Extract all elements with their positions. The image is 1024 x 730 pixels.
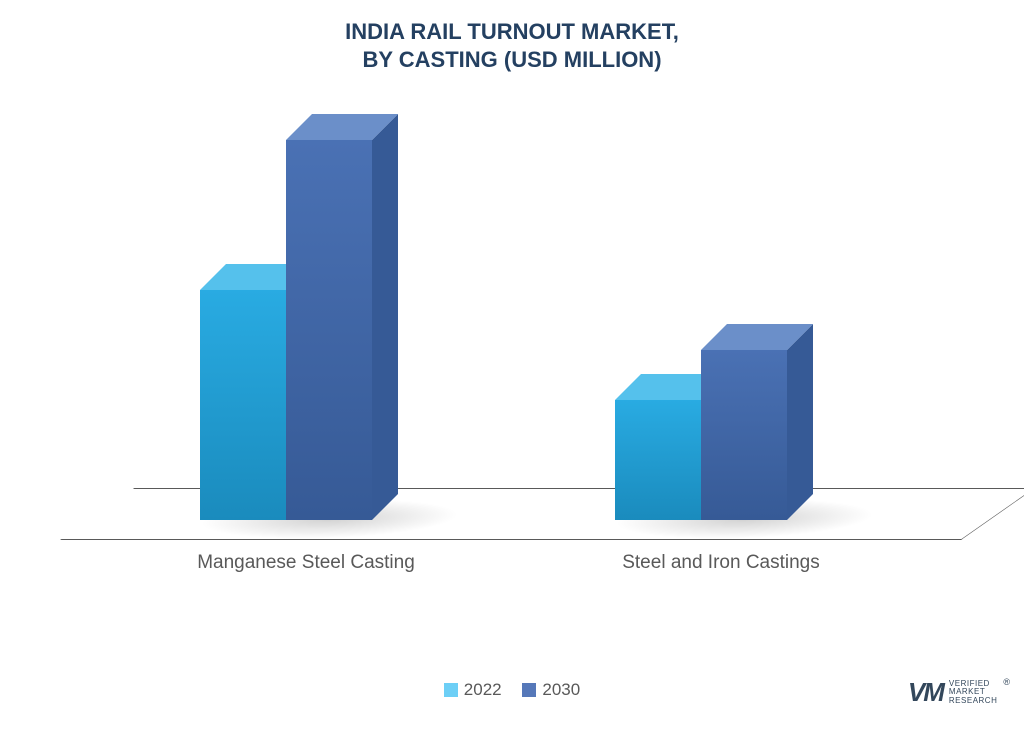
watermark: VM VERIFIED MARKET RESEARCH ® [908, 677, 1010, 708]
title-line1: INDIA RAIL TURNOUT MARKET, [345, 19, 679, 44]
bar-manganese-steel-casting-2030 [286, 140, 372, 520]
title-line2: BY CASTING (USD MILLION) [362, 47, 661, 72]
watermark-logo: VM [908, 677, 943, 708]
registered-icon: ® [1003, 677, 1010, 687]
chart-area: Manganese Steel Casting Steel and Iron Ca… [60, 100, 960, 580]
bar-front [701, 350, 787, 520]
legend-item-2022: 2022 [444, 680, 502, 700]
bar-front [200, 290, 286, 520]
legend-label-2022: 2022 [464, 680, 502, 699]
bar-side [372, 114, 398, 520]
legend: 2022 2030 [0, 680, 1024, 700]
category-label: Steel and Iron Castings [575, 552, 867, 574]
chart-title: INDIA RAIL TURNOUT MARKET, BY CASTING (U… [0, 0, 1024, 73]
bar-steel-and-iron-castings-2030 [701, 350, 787, 520]
legend-swatch-2030 [522, 683, 536, 697]
bar-steel-and-iron-castings-2022 [615, 400, 701, 520]
bar-front [286, 140, 372, 520]
legend-swatch-2022 [444, 683, 458, 697]
watermark-text: VERIFIED MARKET RESEARCH [949, 680, 997, 705]
bar-side [787, 324, 813, 520]
legend-item-2030: 2030 [522, 680, 580, 700]
legend-label-2030: 2030 [542, 680, 580, 699]
category-label: Manganese Steel Casting [160, 552, 452, 574]
watermark-line3: RESEARCH [949, 696, 997, 705]
bar-manganese-steel-casting-2022 [200, 290, 286, 520]
bar-front [615, 400, 701, 520]
